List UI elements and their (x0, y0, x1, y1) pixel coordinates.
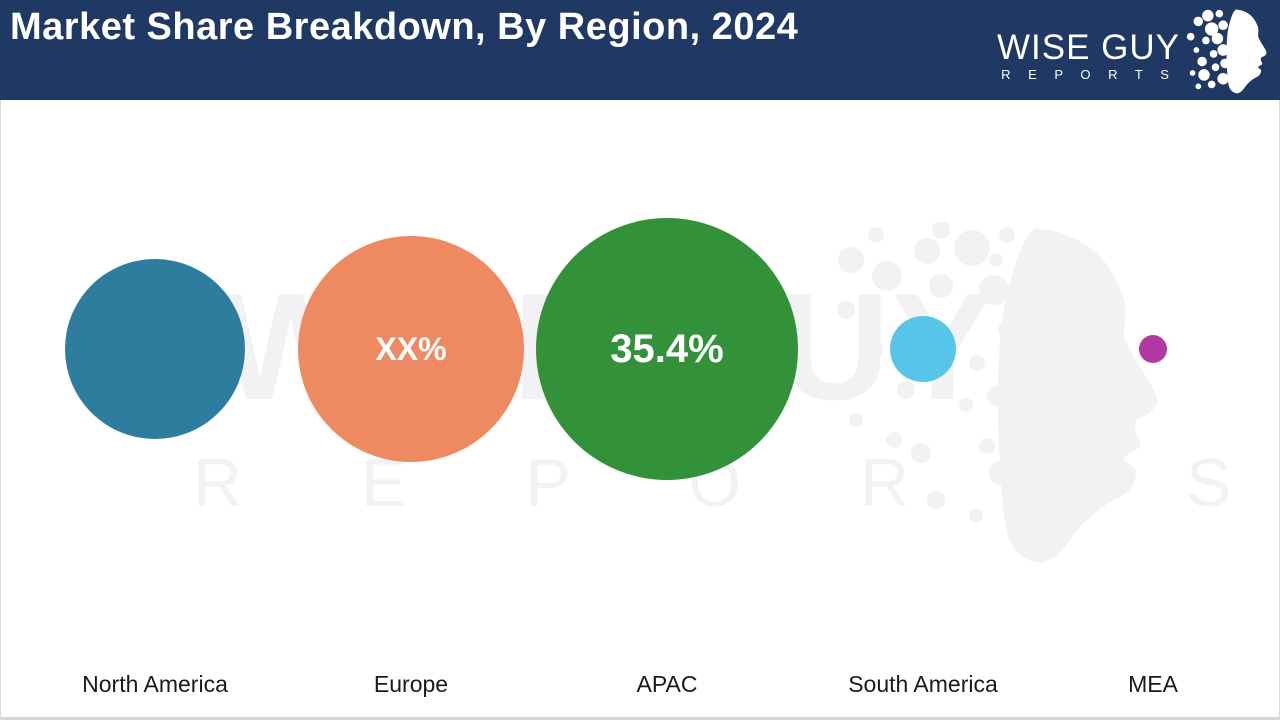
category-label-south-america: South America (848, 671, 998, 697)
bubble-north-america (65, 259, 245, 439)
bubble-south-america (890, 316, 956, 382)
brand-subtitle: R E P O R T S (1001, 67, 1176, 82)
brand-logo-text: WISE GUY R E P O R T S (996, 28, 1180, 83)
category-label-apac: APAC (636, 671, 698, 697)
brand-head-icon (1186, 9, 1267, 94)
category-label-europe: Europe (373, 671, 449, 697)
watermark-head-icon (837, 222, 1158, 563)
bubble-europe: XX% (298, 236, 524, 462)
bubble-value-label: XX% (375, 330, 447, 367)
bubble-apac: 35.4% (536, 218, 798, 480)
header: Market Share Breakdown, By Region, 2024 … (0, 0, 1280, 100)
brand-logo: WISE GUY R E P O R T S (997, 8, 1270, 94)
chart-area: WISE GUY R E P O R T S XX% (0, 100, 1280, 720)
category-label-north-america: North America (82, 671, 228, 697)
bubble-value-label: 35.4% (610, 326, 724, 371)
brand-name: WISE GUY (996, 28, 1180, 67)
category-label-mea: MEA (1128, 671, 1178, 697)
page-title: Market Share Breakdown, By Region, 2024 (10, 6, 799, 48)
bubble-mea (1139, 335, 1167, 363)
